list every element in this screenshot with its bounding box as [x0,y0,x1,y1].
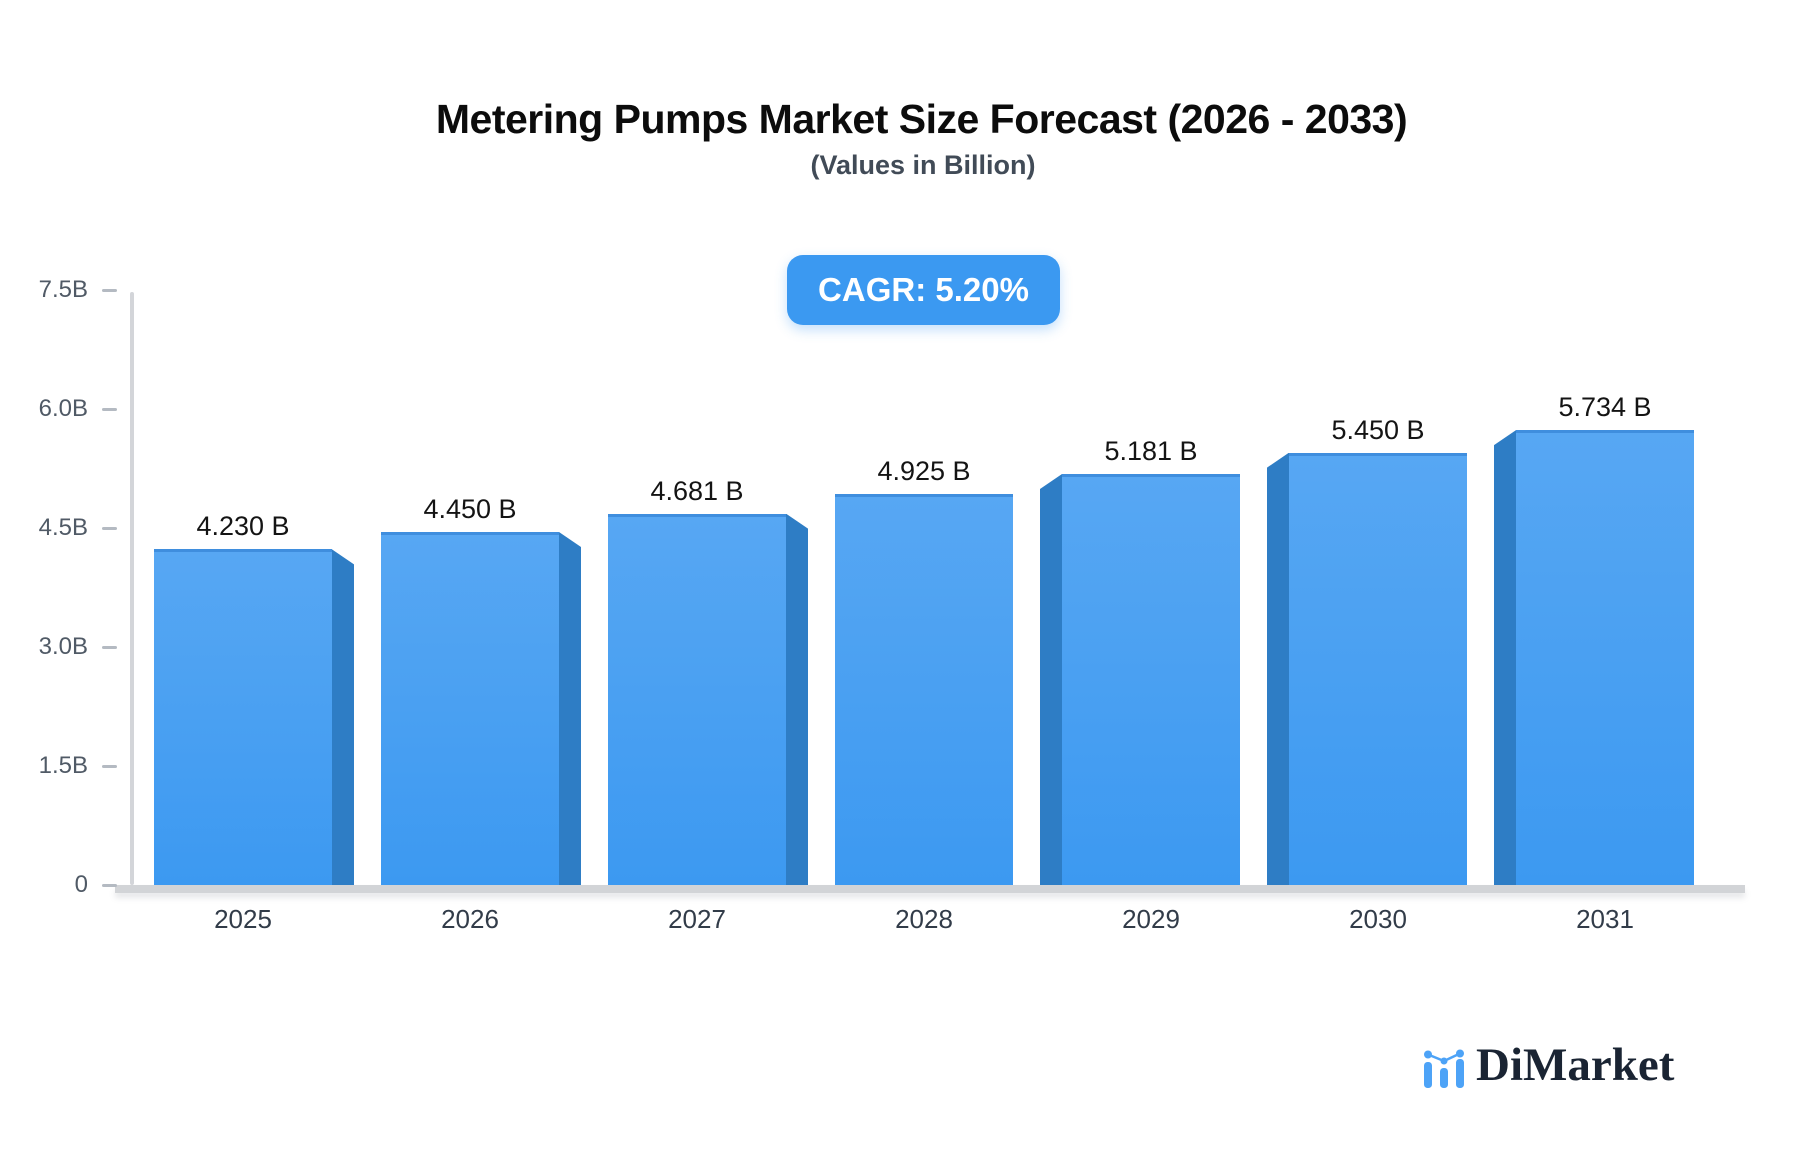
bar-2025 [154,549,332,885]
bar-value-label: 5.181 B [1104,435,1198,466]
x-axis-baseline [115,885,1745,893]
y-axis-label: 6.0B [38,395,88,423]
logo-text: DiMarket [1476,1039,1675,1091]
bar-side-face [1494,430,1516,885]
chart-subtitle: (Values in Billion) [810,150,1036,180]
bar-value-label: 4.230 B [196,511,290,542]
y-axis-label: 1.5B [38,752,88,779]
bar-value-label: 4.450 B [423,493,517,524]
bar-2028 [835,494,1013,885]
bar-2029 [1062,473,1240,885]
y-axis-tick [102,645,117,649]
cagr-badge-label: CAGR: 5.20% [818,271,1029,308]
bar-value-label: 4.925 B [877,456,971,487]
x-axis-label: 2028 [895,904,953,934]
y-axis-label: 4.5B [38,514,88,541]
x-axis-label: 2027 [668,904,726,934]
cagr-badge: CAGR: 5.20% [787,255,1060,325]
y-axis-label: 3.0B [38,633,88,660]
chart-title: Metering Pumps Market Size Forecast (202… [435,96,1408,142]
y-axis-tick [102,764,117,768]
x-axis-label: 2029 [1122,904,1180,934]
y-axis-tick [102,883,117,887]
bar-2031 [1516,430,1694,885]
bar-side-face [1040,473,1062,885]
bar-side-face [559,531,581,885]
bar-2030 [1289,452,1467,885]
bar-value-label: 5.450 B [1331,414,1425,445]
y-axis-line [130,292,134,885]
bar-value-label: 5.734 B [1558,392,1652,423]
y-axis-label: 0 [74,871,88,898]
y-axis-tick [102,407,117,411]
bar-value-label: 4.681 B [650,475,744,506]
x-axis-label: 2025 [214,904,272,934]
bar-2026 [381,531,559,885]
bar-chart-logo-icon [1424,1049,1464,1088]
y-axis-label: 7.5B [38,276,88,304]
bar-side-face [332,549,354,885]
bar-side-face [786,513,808,885]
bar-2027 [608,513,786,885]
x-axis-label: 2026 [441,904,499,934]
dimarket-logo[interactable]: DiMarket [1423,1040,1674,1090]
x-axis-label: 2030 [1349,904,1407,934]
x-axis-label: 2031 [1576,904,1634,934]
bar-side-face [1267,452,1289,885]
y-axis-tick [102,526,117,530]
y-axis-tick [102,288,117,292]
